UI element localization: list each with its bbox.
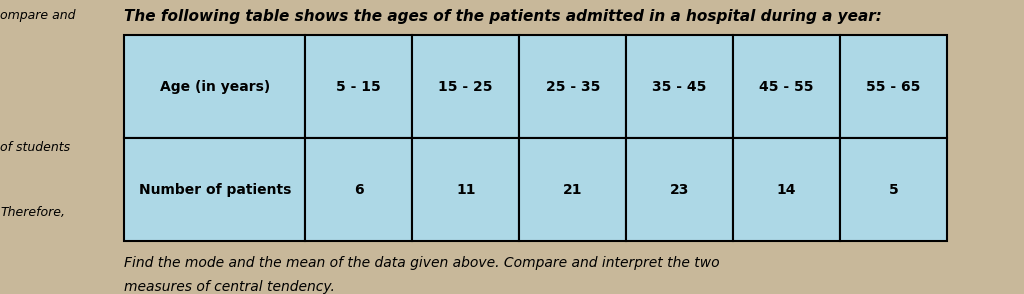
Text: 35 - 45: 35 - 45	[652, 80, 707, 94]
Text: 55 - 65: 55 - 65	[866, 80, 921, 94]
Bar	[733, 35, 840, 138]
Text: 5 - 15: 5 - 15	[337, 80, 381, 94]
Text: The following table shows the ages of the patients admitted in a hospital during: The following table shows the ages of th…	[124, 9, 883, 24]
Text: measures of central tendency.: measures of central tendency.	[124, 280, 335, 294]
Bar	[413, 35, 519, 138]
Text: ompare and: ompare and	[0, 9, 76, 22]
Text: 25 - 35: 25 - 35	[546, 80, 600, 94]
Text: Find the mode and the mean of the data given above. Compare and interpret the tw: Find the mode and the mean of the data g…	[124, 256, 720, 270]
Bar	[305, 138, 413, 241]
Text: Number of patients: Number of patients	[138, 183, 291, 197]
Text: Age (in years): Age (in years)	[160, 80, 270, 94]
Bar	[626, 138, 733, 241]
Bar	[305, 35, 413, 138]
Bar	[840, 35, 947, 138]
Bar	[413, 138, 519, 241]
Bar	[733, 138, 840, 241]
Text: Therefore,: Therefore,	[0, 206, 65, 219]
Text: 21: 21	[563, 183, 583, 197]
Bar	[626, 35, 733, 138]
Text: 6: 6	[354, 183, 364, 197]
Text: 14: 14	[777, 183, 797, 197]
Text: 15 - 25: 15 - 25	[438, 80, 493, 94]
Text: 5: 5	[889, 183, 898, 197]
Bar	[124, 35, 305, 138]
Bar	[124, 138, 305, 241]
Bar	[519, 35, 626, 138]
Text: of students: of students	[0, 141, 70, 154]
Text: 11: 11	[456, 183, 475, 197]
Bar	[840, 138, 947, 241]
Text: 45 - 55: 45 - 55	[760, 80, 814, 94]
Bar	[519, 138, 626, 241]
Text: 23: 23	[670, 183, 689, 197]
